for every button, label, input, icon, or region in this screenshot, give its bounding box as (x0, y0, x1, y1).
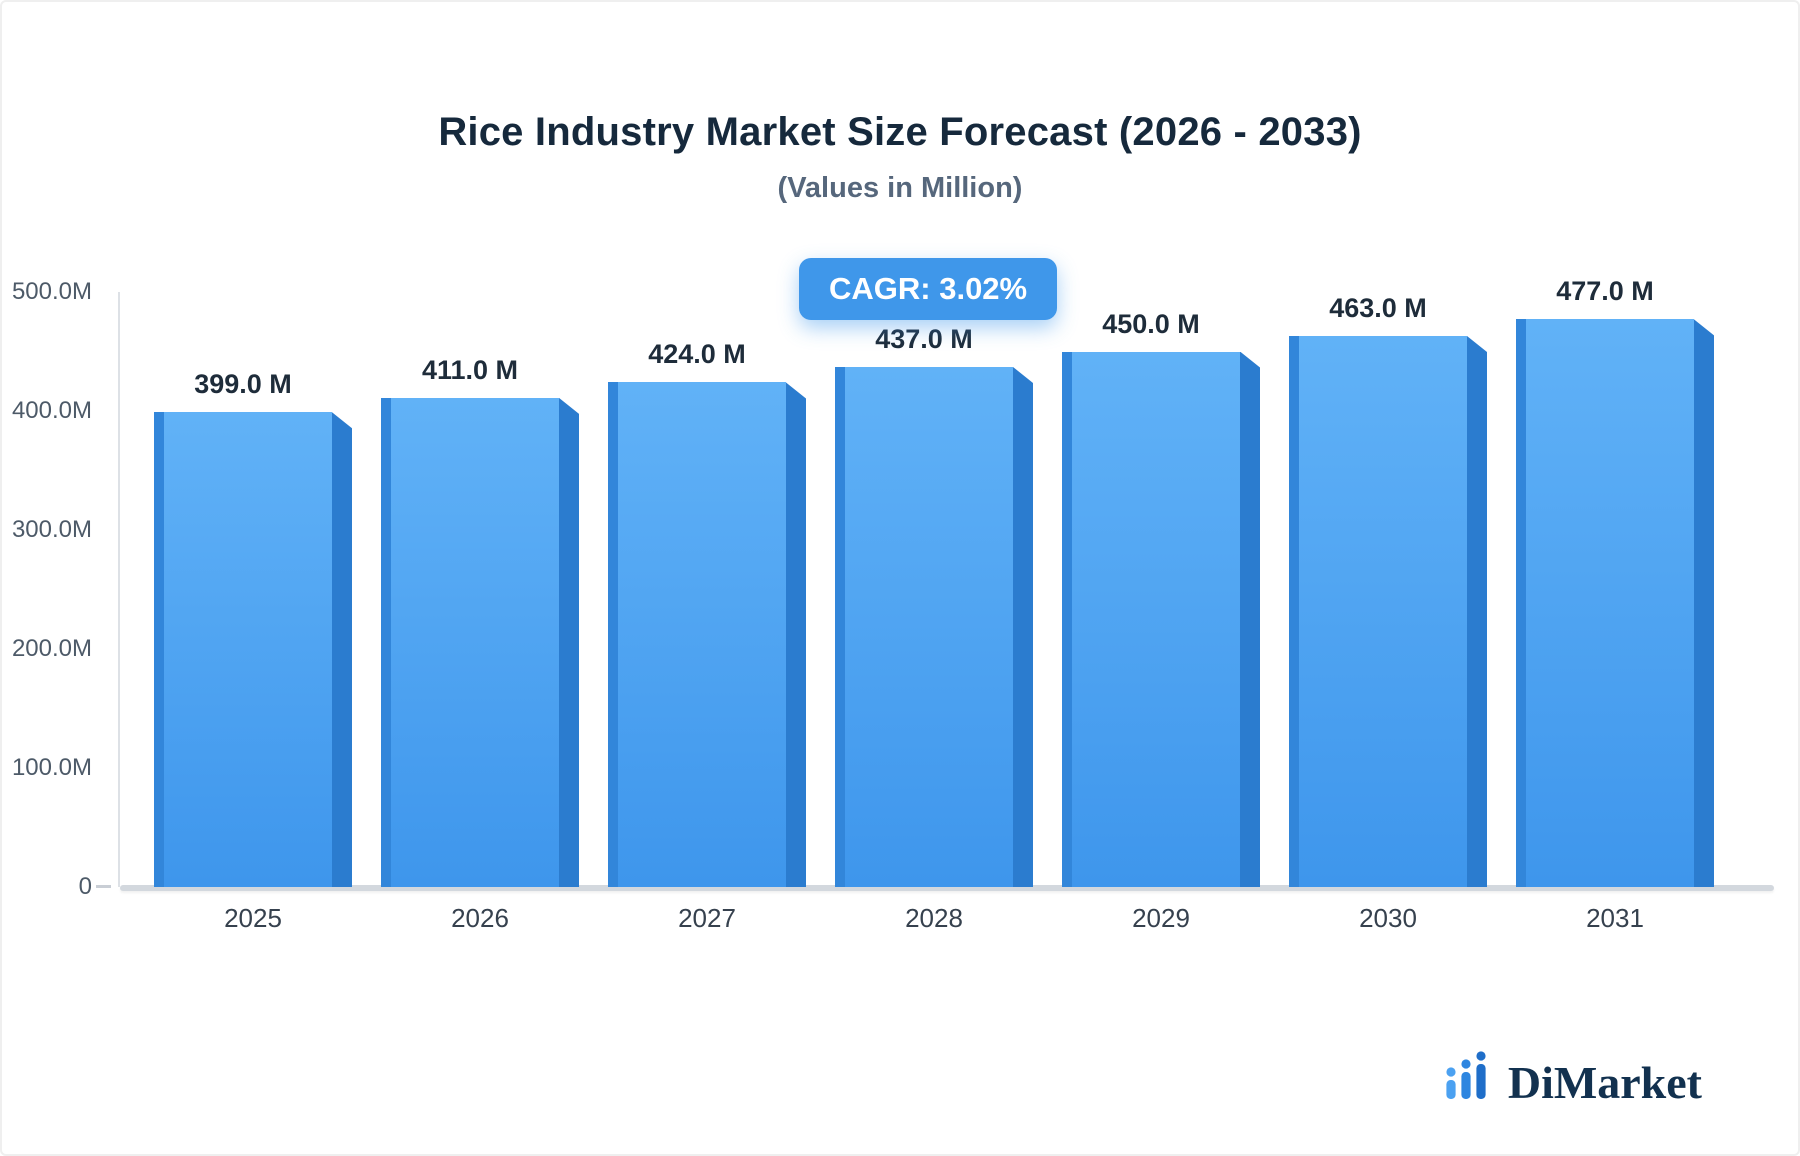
brand-logo: DiMarket (1444, 1047, 1702, 1106)
bar-2030: 463.0 M (1289, 293, 1487, 887)
bar-3d-side (559, 397, 579, 887)
y-axis-tick-label: 400.0M (11, 397, 92, 424)
bar-3d-side (1013, 366, 1033, 887)
y-axis-tick-label: 500.0M (11, 278, 92, 305)
plot-area: 399.0 M 2025 411.0 M 2026 424.0 M 2027 437.0 M… (120, 276, 1774, 933)
x-axis-label: 2026 (451, 903, 509, 933)
cagr-badge: CAGR: 3.02% (799, 258, 1058, 320)
bar-group-2026: 411.0 M 2026 (381, 292, 579, 933)
bar-left-edge (1062, 351, 1072, 887)
bar-3d-side (1467, 336, 1487, 887)
bar-value-label: 399.0 M (194, 369, 292, 400)
brand-logo-text: DiMarket (1507, 1057, 1702, 1108)
bar-group-2030: 463.0 M 2030 (1289, 292, 1487, 933)
bar-2025: 399.0 M (154, 369, 352, 887)
bar-left-edge (381, 397, 391, 887)
bar-group-2031: 477.0 M 2031 (1516, 276, 1714, 933)
bar-group-2029: 450.0 M 2029 (1062, 292, 1260, 933)
bar-3d-side (786, 382, 806, 887)
bar-value-label: 477.0 M (1556, 276, 1654, 307)
bar-2031: 477.0 M (1516, 276, 1714, 887)
bar-left-edge (835, 366, 845, 887)
x-axis-label: 2027 (678, 903, 736, 933)
bar-2026: 411.0 M (381, 355, 579, 887)
y-axis-labels: 500.0M 400.0M 300.0M 200.0M 100.0M 0 (2, 278, 102, 900)
bar-left-edge (154, 412, 164, 887)
bar-chart-logo-icon (1444, 1047, 1494, 1106)
bar-value-label: 437.0 M (875, 323, 973, 354)
chart-subtitle: (Values in Million) (777, 172, 1023, 204)
bar-left-edge (608, 382, 618, 887)
bar-value-label: 450.0 M (1102, 308, 1200, 339)
bar-2028: 437.0 M (835, 324, 1033, 887)
x-axis-label: 2030 (1359, 903, 1417, 933)
x-axis-label: 2025 (224, 903, 282, 933)
bar-group-2025: 399.0 M 2025 (154, 292, 352, 933)
chart-title: Rice Industry Market Size Forecast (2026… (438, 110, 1362, 154)
y-axis-tick-label: 100.0M (11, 754, 92, 781)
bar-left-edge (1289, 336, 1299, 887)
bar-3d-side (332, 412, 352, 887)
bar-left-edge (1516, 319, 1526, 887)
x-axis-baseline (120, 885, 1774, 891)
y-axis-line (118, 292, 120, 887)
bar-value-label: 424.0 M (648, 339, 746, 370)
bar-value-label: 463.0 M (1329, 293, 1427, 324)
zero-tick-mark (96, 885, 111, 888)
bar-2027: 424.0 M (608, 339, 806, 887)
y-axis-tick-label: 200.0M (11, 635, 92, 662)
bar-value-label: 411.0 M (421, 354, 519, 385)
bar-group-2027: 424.0 M 2027 (608, 292, 806, 933)
bar-3d-side (1694, 319, 1714, 887)
x-axis-label: 2029 (1132, 903, 1190, 933)
x-axis-label: 2031 (1586, 903, 1644, 933)
y-axis-tick-label: 300.0M (11, 516, 92, 543)
bar-group-2028: 437.0 M 2028 (835, 292, 1033, 933)
y-axis-tick-label: 0 (78, 873, 92, 900)
x-axis-label: 2028 (905, 903, 963, 933)
bar-2029: 450.0 M (1062, 309, 1260, 887)
bar-3d-side (1240, 351, 1260, 887)
